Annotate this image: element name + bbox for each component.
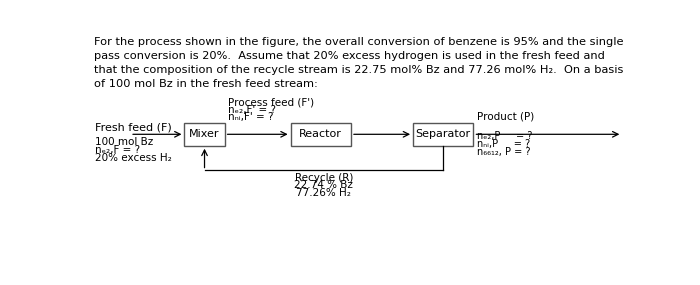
Bar: [290, 123, 351, 146]
Text: Recycle (R): Recycle (R): [295, 173, 353, 183]
Text: Fresh feed (F): Fresh feed (F): [95, 123, 172, 133]
Bar: [184, 123, 225, 146]
Text: 20% excess H₂: 20% excess H₂: [95, 153, 172, 163]
Text: Product (P): Product (P): [477, 112, 535, 122]
Text: n₆₆₁₂, P = ?: n₆₆₁₂, P = ?: [477, 146, 531, 157]
Text: Mixer: Mixer: [189, 129, 220, 139]
Text: nₙᵢ,F' = ?: nₙᵢ,F' = ?: [228, 112, 273, 122]
Text: Process feed (F'): Process feed (F'): [228, 97, 314, 107]
Text: 100 mol Bz: 100 mol Bz: [95, 137, 153, 147]
Text: nₑ₂,P     = ?: nₑ₂,P = ?: [477, 131, 533, 141]
Bar: [413, 123, 473, 146]
Text: Reactor: Reactor: [300, 129, 342, 139]
Text: nₑ₂,F = ?: nₑ₂,F = ?: [95, 145, 141, 155]
Text: nₑ₂,F' = ?: nₑ₂,F' = ?: [228, 105, 276, 115]
Text: 77.26% H₂: 77.26% H₂: [296, 188, 351, 198]
Text: For the process shown in the figure, the overall conversion of benzene is 95% an: For the process shown in the figure, the…: [94, 37, 623, 89]
Text: 22.74 % Bz: 22.74 % Bz: [295, 180, 354, 190]
Text: nₙᵢ,P     = ?: nₙᵢ,P = ?: [477, 139, 531, 149]
Text: Separator: Separator: [416, 129, 471, 139]
